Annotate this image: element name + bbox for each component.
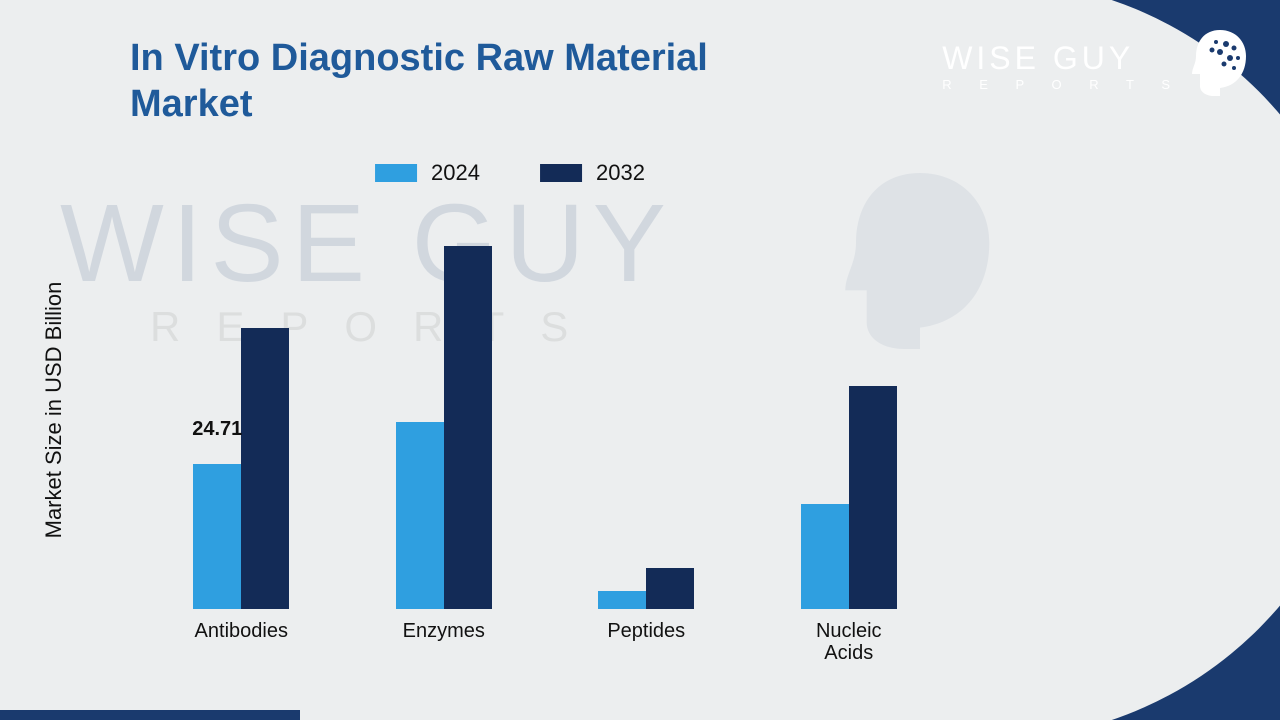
value-label: 24.71	[192, 418, 242, 441]
legend-item-2032: 2032	[540, 160, 645, 186]
legend-swatch-2032	[540, 164, 582, 182]
y-axis-label: Market Size in USD Billion	[41, 282, 67, 539]
legend-label-2024: 2024	[431, 160, 480, 186]
market-size-chart: Market Size in USD Billion 2024 2032 24.…	[60, 150, 960, 670]
bar	[849, 386, 897, 609]
bar	[598, 591, 646, 609]
brand-subtitle: R E P O R T S	[942, 77, 1182, 92]
bar	[193, 464, 241, 609]
bar-group	[561, 568, 731, 609]
legend-label-2032: 2032	[596, 160, 645, 186]
chart-legend: 2024 2032	[375, 160, 645, 186]
category-label: Antibodies	[156, 620, 326, 642]
bar	[444, 246, 492, 609]
brand-name: WISE GUY	[942, 40, 1182, 77]
bar-group	[764, 386, 934, 609]
bar-group	[359, 246, 529, 609]
bar	[396, 422, 444, 609]
category-labels: AntibodiesEnzymesPeptidesNucleicAcids	[140, 620, 950, 660]
bar	[646, 568, 694, 609]
legend-swatch-2024	[375, 164, 417, 182]
category-label: Peptides	[561, 620, 731, 642]
plot-area: 24.71	[140, 200, 950, 610]
category-label: NucleicAcids	[764, 620, 934, 664]
bar-group	[156, 328, 326, 609]
page-title: In Vitro Diagnostic Raw Material Market	[130, 36, 770, 127]
legend-item-2024: 2024	[375, 160, 480, 186]
bottom-accent-bar	[0, 710, 300, 720]
brain-head-icon	[1190, 28, 1250, 103]
bar	[801, 504, 849, 609]
category-label: Enzymes	[359, 620, 529, 642]
brand-logo: WISE GUY R E P O R T S	[942, 28, 1250, 103]
bar	[241, 328, 289, 609]
